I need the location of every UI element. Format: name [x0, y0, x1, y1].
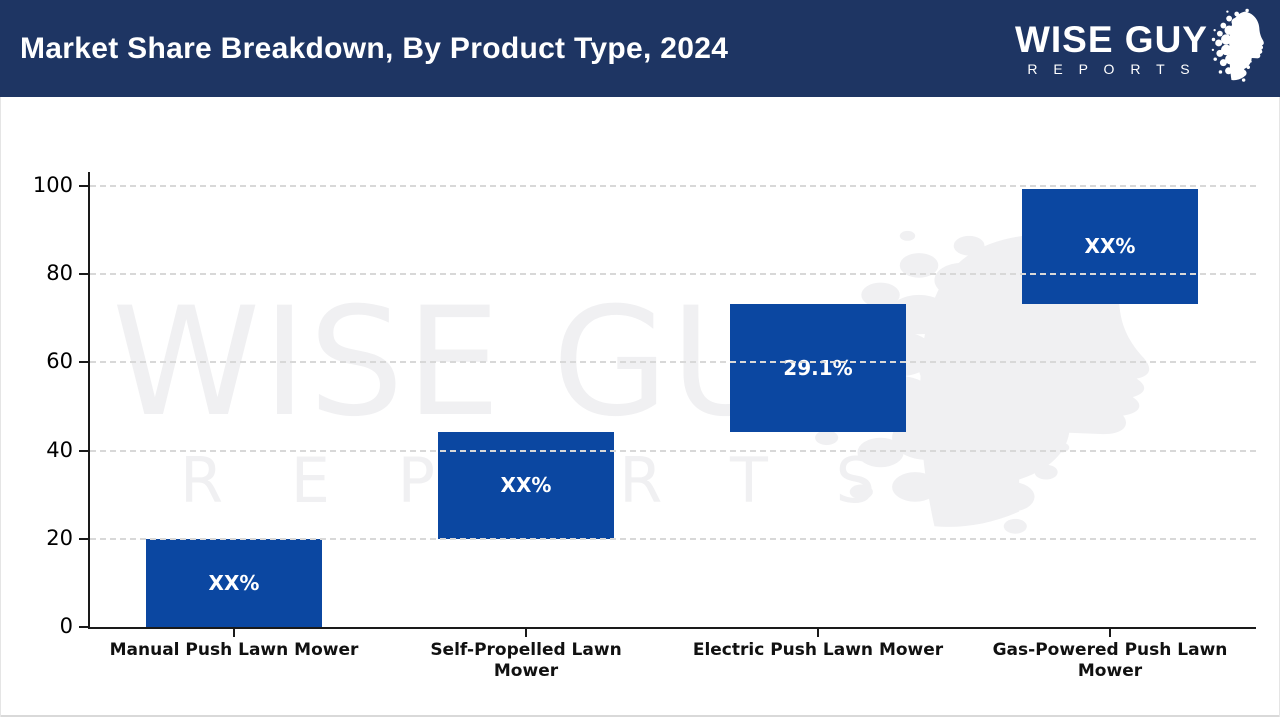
- bottom-divider: [0, 715, 1280, 717]
- y-gridline: [90, 449, 1256, 452]
- y-tick-label: 20: [46, 525, 73, 550]
- bar-4: XX%: [1022, 188, 1198, 304]
- y-tick-label: 100: [32, 173, 73, 197]
- x-tick-mark: [233, 629, 235, 637]
- x-category-label: Manual Push Lawn Mower: [109, 640, 359, 660]
- x-category-label: Electric Push Lawn Mower: [692, 640, 944, 660]
- logo-text: WISE GUY R E P O R T S: [1014, 19, 1208, 78]
- y-tick-mark: [79, 626, 88, 628]
- y-tick-label: 80: [46, 261, 73, 286]
- logo-subtitle: R E P O R T S: [1027, 61, 1196, 77]
- x-tick-mark: [817, 629, 819, 637]
- x-tick-mark: [525, 629, 527, 637]
- page-title: Market Share Breakdown, By Product Type,…: [20, 31, 729, 65]
- x-axis-spine: [88, 627, 1256, 629]
- x-category-label: Self-Propelled Lawn Mower: [430, 640, 622, 681]
- bar-2: XX%: [438, 432, 614, 539]
- y-tick-label: 60: [46, 349, 73, 374]
- header: Market Share Breakdown, By Product Type,…: [0, 0, 1280, 97]
- bar-value-label: 29.1%: [783, 355, 853, 380]
- logo-head-icon: [1210, 8, 1268, 90]
- bar-value-label: XX%: [208, 570, 260, 595]
- y-gridline: [90, 537, 1256, 540]
- y-tick-mark: [79, 361, 88, 364]
- bar-value-label: XX%: [500, 473, 552, 498]
- y-gridline: [90, 273, 1256, 276]
- y-tick-label: 40: [46, 437, 73, 462]
- y-gridline: [90, 361, 1256, 364]
- brand-logo: WISE GUY R E P O R T S: [1015, 6, 1268, 92]
- bar-value-label: XX%: [1084, 234, 1136, 259]
- logo-wordmark: WISE GUY: [1014, 19, 1208, 60]
- x-tick-mark: [1109, 629, 1111, 637]
- y-tick-mark: [79, 273, 88, 276]
- y-axis-spine: [88, 172, 90, 629]
- bar-1: XX%: [146, 538, 322, 627]
- x-category-label: Gas-Powered Push Lawn Mower: [992, 640, 1228, 681]
- y-tick-mark: [79, 537, 88, 540]
- bar-3: 29.1%: [730, 303, 906, 433]
- left-border: [0, 97, 1, 717]
- y-gridline: [90, 185, 1256, 187]
- y-tick-label: 0: [59, 614, 73, 638]
- y-tick-mark: [79, 449, 88, 452]
- y-tick-mark: [79, 185, 88, 187]
